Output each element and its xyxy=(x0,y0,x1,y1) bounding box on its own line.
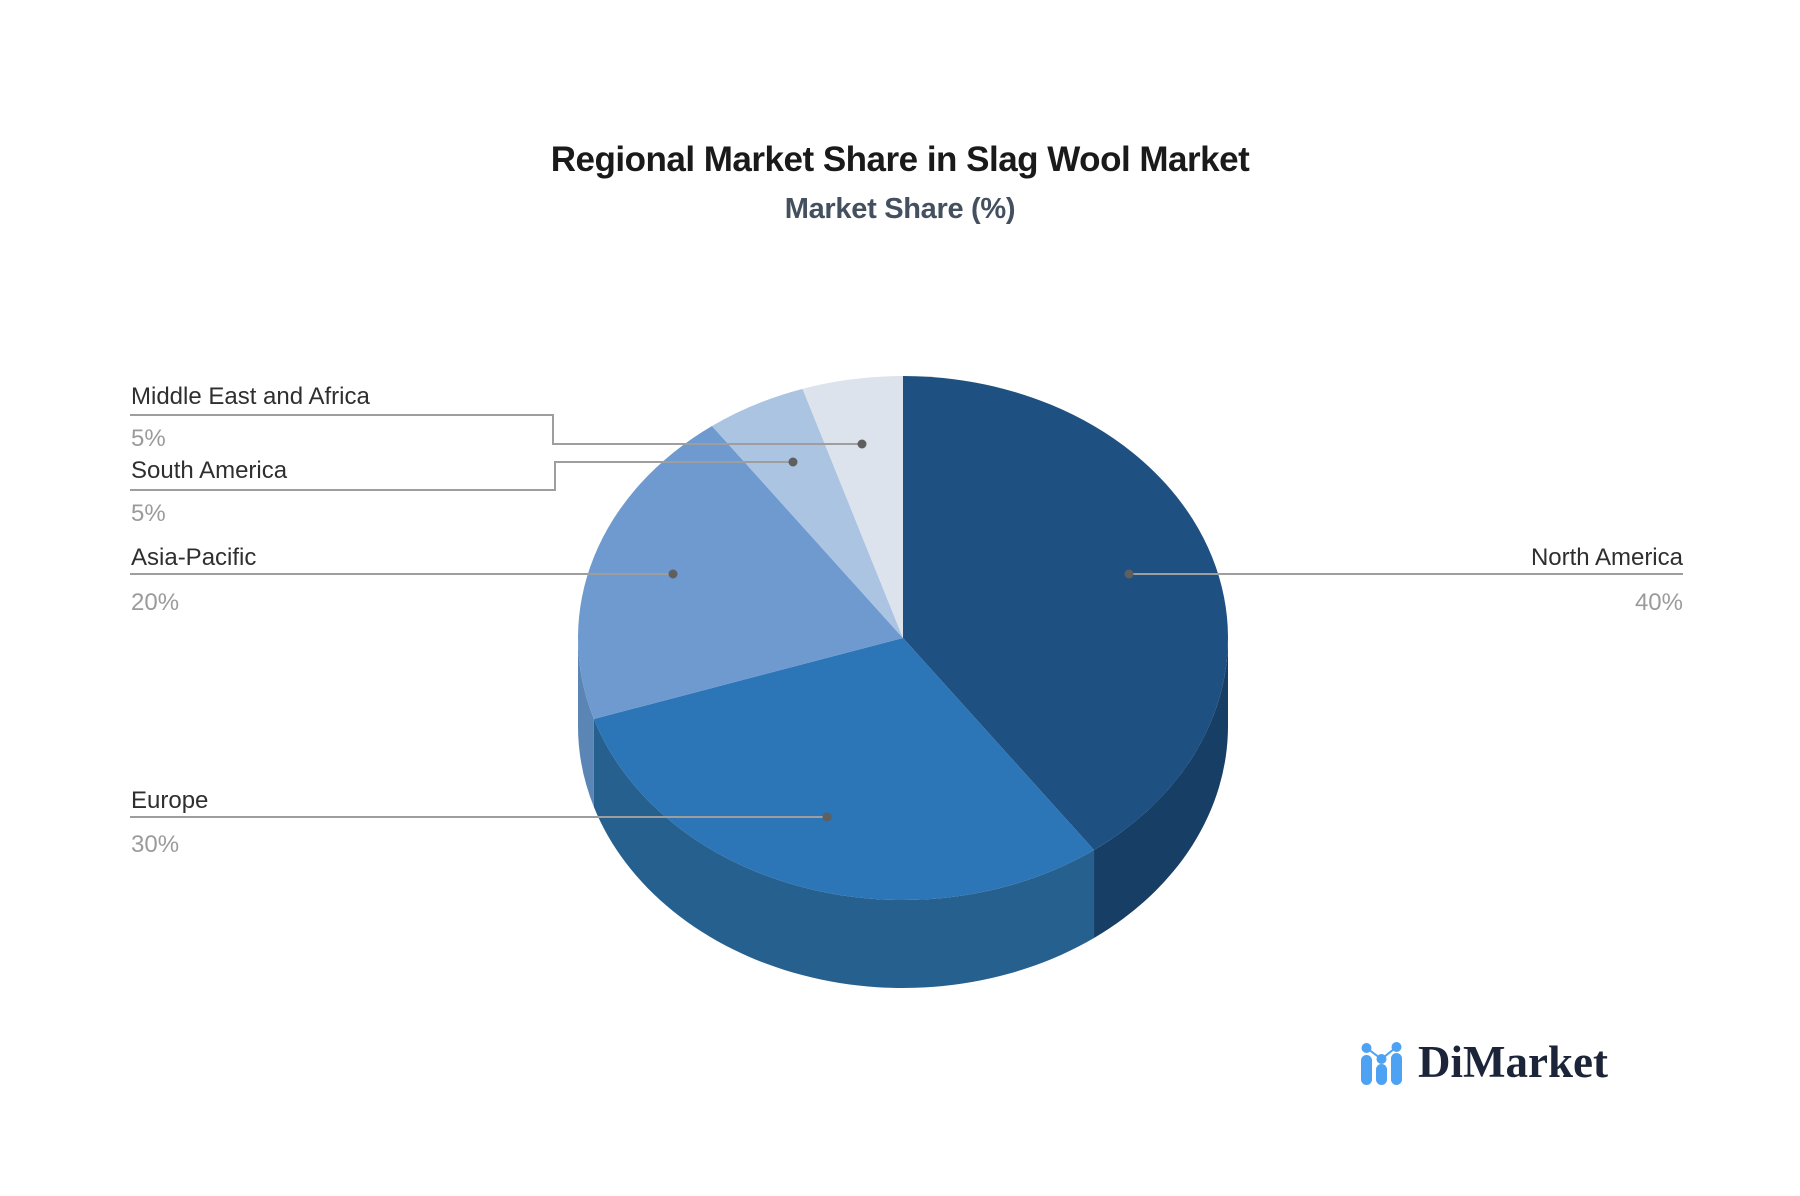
slice-label: Asia-Pacific xyxy=(131,544,257,571)
logo-bar-2 xyxy=(1376,1064,1387,1085)
callout-pct-middle-east-and-africa: 5% xyxy=(131,425,166,453)
callout-south-america: South America xyxy=(131,457,287,485)
slice-percent: 40% xyxy=(1634,589,1683,616)
callout-pct-north-america: 40% xyxy=(1635,589,1683,617)
pie-slice-side-europe xyxy=(593,718,1095,989)
leader-line-middle-east-and-africa xyxy=(130,414,862,445)
callout-leader-lines xyxy=(130,414,1683,822)
slice-percent: 30% xyxy=(131,831,180,858)
pie-slice-south-america xyxy=(711,388,903,638)
logo-dot-1 xyxy=(1361,1043,1372,1053)
callout-dot-middle-east-and-africa xyxy=(857,439,867,449)
callout-asia-pacific: Asia-Pacific xyxy=(131,544,256,572)
chart-subtitle: Market Share (%) xyxy=(784,193,1016,225)
logo-dot-3 xyxy=(1391,1042,1402,1052)
callout-north-america: North America xyxy=(1531,544,1683,572)
slice-label: Europe xyxy=(131,787,209,814)
slice-percent: 5% xyxy=(131,425,166,452)
callout-dot-north-america xyxy=(1124,569,1134,579)
slice-label: North America xyxy=(1530,544,1683,571)
callout-dot-asia-pacific xyxy=(668,569,678,579)
logo-dot-2 xyxy=(1376,1054,1387,1064)
pie-slice-europe xyxy=(593,638,1095,900)
pie-slice-side-north-america xyxy=(1094,638,1228,938)
logo-bar-3 xyxy=(1391,1053,1402,1085)
callout-dot-europe xyxy=(822,812,832,822)
callout-pct-asia-pacific: 20% xyxy=(131,589,179,617)
logo-bar-1 xyxy=(1361,1055,1372,1085)
leader-line-south-america xyxy=(130,461,793,491)
callout-middle-east-and-africa: Middle East and Africa xyxy=(131,383,370,411)
slice-percent: 20% xyxy=(131,589,180,616)
pie-slice-middle-east-and-africa xyxy=(802,376,903,638)
pie-slice-north-america xyxy=(903,376,1228,850)
brand-logo-text: DiMarket xyxy=(1418,1036,1608,1087)
pie-slices xyxy=(578,376,1228,900)
callout-pct-south-america: 5% xyxy=(131,500,166,528)
callout-pct-europe: 30% xyxy=(131,831,179,859)
brand-logo: DiMarket xyxy=(1360,1036,1608,1088)
callout-dot-south-america xyxy=(788,457,798,467)
slice-label: South America xyxy=(131,457,288,484)
slice-label: Middle East and Africa xyxy=(131,383,370,410)
chart-title: Regional Market Share in Slag Wool Marke… xyxy=(550,140,1250,179)
slice-percent: 5% xyxy=(131,500,166,527)
pie-3d-sides xyxy=(578,638,1228,989)
callout-europe: Europe xyxy=(131,787,208,815)
pie-slice-side-asia-pacific xyxy=(578,638,594,807)
pie-slice-asia-pacific xyxy=(578,426,903,719)
bar-chart-logo-icon xyxy=(1361,1042,1402,1085)
